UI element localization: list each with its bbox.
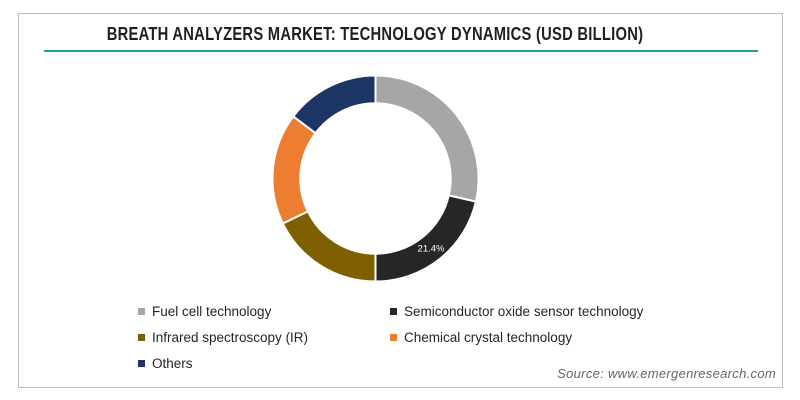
donut-segment-infrared-spectroscopy-ir [281,210,377,283]
legend-item-chemical-crystal-technology: Chemical crystal technology [390,330,770,345]
legend-item-fuel-cell-technology: Fuel cell technology [138,304,390,319]
donut-chart: 21.4% [271,74,480,283]
legend-label: Chemical crystal technology [404,329,573,345]
legend-swatch-icon [138,359,145,367]
donut-segment-fuel-cell-technology [374,74,480,203]
donut-segment-semiconductor-oxide-sensor-technology [374,194,477,283]
legend-label: Fuel cell technology [152,303,272,319]
legend-swatch-icon [390,307,397,315]
legend-swatch-icon [138,333,145,341]
legend-label: Others [152,355,193,371]
donut-segment-chemical-crystal-technology [271,115,317,225]
legend-label: Semiconductor oxide sensor technology [404,303,644,319]
chart-title: BREATH ANALYZERS MARKET: TECHNOLOGY DYNA… [106,24,644,44]
segment-data-label: 21.4% [418,244,445,255]
legend-swatch-icon [138,307,145,315]
title-underline [44,50,758,52]
chart-card [18,13,783,388]
legend-label: Infrared spectroscopy (IR) [152,329,309,345]
donut-segment-others [292,74,377,135]
legend-item-infrared-spectroscopy-ir: Infrared spectroscopy (IR) [138,330,390,345]
chart-legend: Fuel cell technology Semiconductor oxide… [138,298,770,376]
legend-item-semiconductor-oxide-sensor-technology: Semiconductor oxide sensor technology [390,304,770,319]
source-attribution: Source: www.emergenresearch.com [557,366,776,381]
legend-swatch-icon [390,333,397,341]
legend-item-others: Others [138,356,390,371]
